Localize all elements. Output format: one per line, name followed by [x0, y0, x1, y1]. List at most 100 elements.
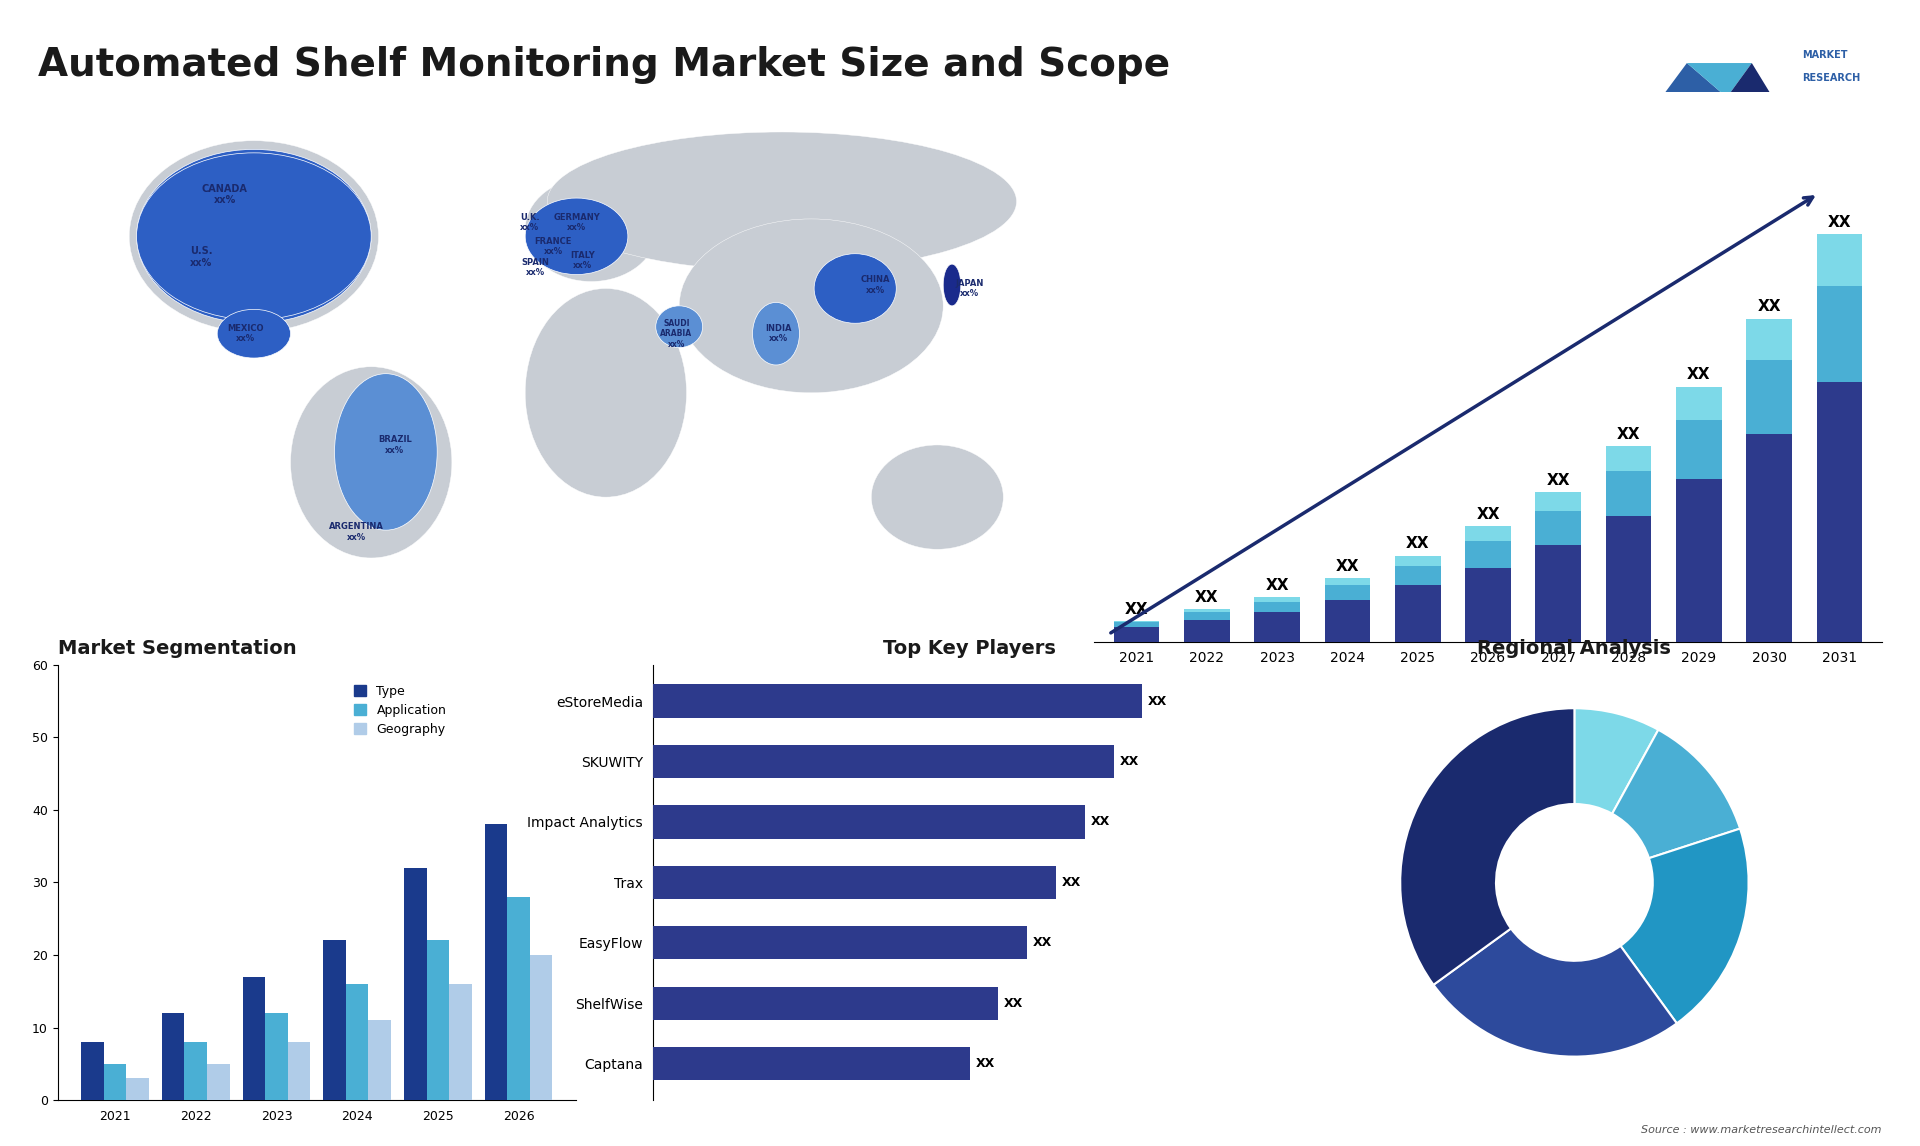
Text: SPAIN
xx%: SPAIN xx% [522, 258, 549, 277]
Bar [1816, 234, 1862, 286]
Bar [1325, 601, 1371, 642]
Bar [1747, 434, 1791, 642]
Bar [1394, 566, 1440, 586]
Text: RESEARCH: RESEARCH [1801, 73, 1860, 83]
Wedge shape [1620, 829, 1749, 1023]
Bar [653, 865, 1056, 900]
Bar [1465, 526, 1511, 541]
Title: Regional Analysis: Regional Analysis [1478, 638, 1670, 658]
Bar [653, 1047, 970, 1081]
Bar [81, 1042, 104, 1100]
Text: CHINA
xx%: CHINA xx% [860, 275, 891, 295]
Ellipse shape [526, 198, 628, 275]
Bar [426, 941, 449, 1100]
Bar [1676, 479, 1722, 642]
Ellipse shape [136, 149, 371, 323]
Bar [1254, 597, 1300, 602]
Bar [288, 1042, 311, 1100]
Bar [1325, 586, 1371, 601]
Text: SAUDI
ARABIA
xx%: SAUDI ARABIA xx% [660, 319, 693, 348]
Text: XX: XX [1125, 602, 1148, 617]
Bar [1114, 622, 1160, 627]
Text: Automated Shelf Monitoring Market Size and Scope: Automated Shelf Monitoring Market Size a… [38, 46, 1171, 84]
Bar [1465, 541, 1511, 567]
Wedge shape [1574, 708, 1659, 814]
Text: INDIA
xx%: INDIA xx% [766, 324, 793, 344]
Bar [242, 976, 265, 1100]
Text: XX: XX [1617, 426, 1640, 441]
Text: GERMANY
xx%: GERMANY xx% [553, 213, 599, 233]
Text: XX: XX [1119, 755, 1139, 768]
Bar [530, 955, 553, 1100]
Text: XX: XX [1828, 214, 1851, 230]
Bar [1676, 419, 1722, 479]
Bar [1325, 578, 1371, 586]
Bar [1605, 516, 1651, 642]
Text: U.K.
xx%: U.K. xx% [520, 213, 540, 233]
Bar [1536, 545, 1582, 642]
Wedge shape [1434, 928, 1676, 1057]
Polygon shape [1688, 63, 1751, 97]
Ellipse shape [753, 303, 799, 364]
Bar [1536, 492, 1582, 511]
Bar [1254, 602, 1300, 612]
Bar [1394, 556, 1440, 566]
Bar [484, 824, 507, 1100]
Bar [1816, 383, 1862, 642]
Text: MEXICO
xx%: MEXICO xx% [227, 324, 263, 344]
Bar [369, 1020, 392, 1100]
Bar [265, 1013, 288, 1100]
Text: XX: XX [1546, 472, 1571, 488]
Text: XX: XX [1476, 507, 1500, 521]
Text: U.S.
xx%: U.S. xx% [190, 246, 213, 268]
Ellipse shape [547, 132, 1016, 272]
Bar [1114, 621, 1160, 622]
Bar [161, 1013, 184, 1100]
Text: ARGENTINA
xx%: ARGENTINA xx% [328, 523, 384, 542]
Ellipse shape [334, 374, 438, 531]
Bar [1676, 387, 1722, 419]
Bar [1605, 471, 1651, 516]
Bar [403, 868, 426, 1100]
Text: XX: XX [1405, 536, 1430, 551]
Bar [653, 987, 998, 1020]
Bar [1185, 620, 1229, 642]
Legend: Type, Application, Geography: Type, Application, Geography [349, 680, 451, 741]
Text: BRAZIL
xx%: BRAZIL xx% [378, 435, 411, 455]
Text: XX: XX [1688, 368, 1711, 383]
Bar [1605, 446, 1651, 471]
Title: Top Key Players: Top Key Players [883, 638, 1056, 658]
Text: XX: XX [1062, 876, 1081, 889]
Bar [184, 1042, 207, 1100]
Polygon shape [1644, 63, 1726, 120]
Bar [653, 684, 1142, 717]
Text: Source : www.marketresearchintellect.com: Source : www.marketresearchintellect.com [1642, 1124, 1882, 1135]
Text: XX: XX [1004, 997, 1023, 1010]
Bar [449, 984, 472, 1100]
Bar [323, 941, 346, 1100]
Ellipse shape [526, 289, 687, 497]
Bar [653, 806, 1085, 839]
Text: Market Segmentation: Market Segmentation [58, 638, 296, 658]
Ellipse shape [872, 445, 1004, 549]
Ellipse shape [136, 152, 371, 320]
Bar [507, 897, 530, 1100]
Bar [1114, 627, 1160, 642]
Ellipse shape [943, 264, 960, 306]
Text: XX: XX [1194, 590, 1219, 605]
Text: XX: XX [1091, 816, 1110, 829]
Bar [1536, 511, 1582, 545]
Text: JAPAN
xx%: JAPAN xx% [956, 278, 983, 298]
Bar [1465, 567, 1511, 642]
Bar [653, 745, 1114, 778]
Ellipse shape [526, 178, 657, 282]
Bar [127, 1078, 150, 1100]
Text: INTELLECT: INTELLECT [1801, 96, 1860, 105]
Ellipse shape [290, 367, 451, 558]
Bar [1185, 610, 1229, 612]
Text: XX: XX [1148, 694, 1167, 707]
Ellipse shape [680, 219, 943, 393]
Wedge shape [1400, 708, 1574, 984]
Text: FRANCE
xx%: FRANCE xx% [534, 237, 572, 257]
Text: CANADA
xx%: CANADA xx% [202, 183, 248, 205]
